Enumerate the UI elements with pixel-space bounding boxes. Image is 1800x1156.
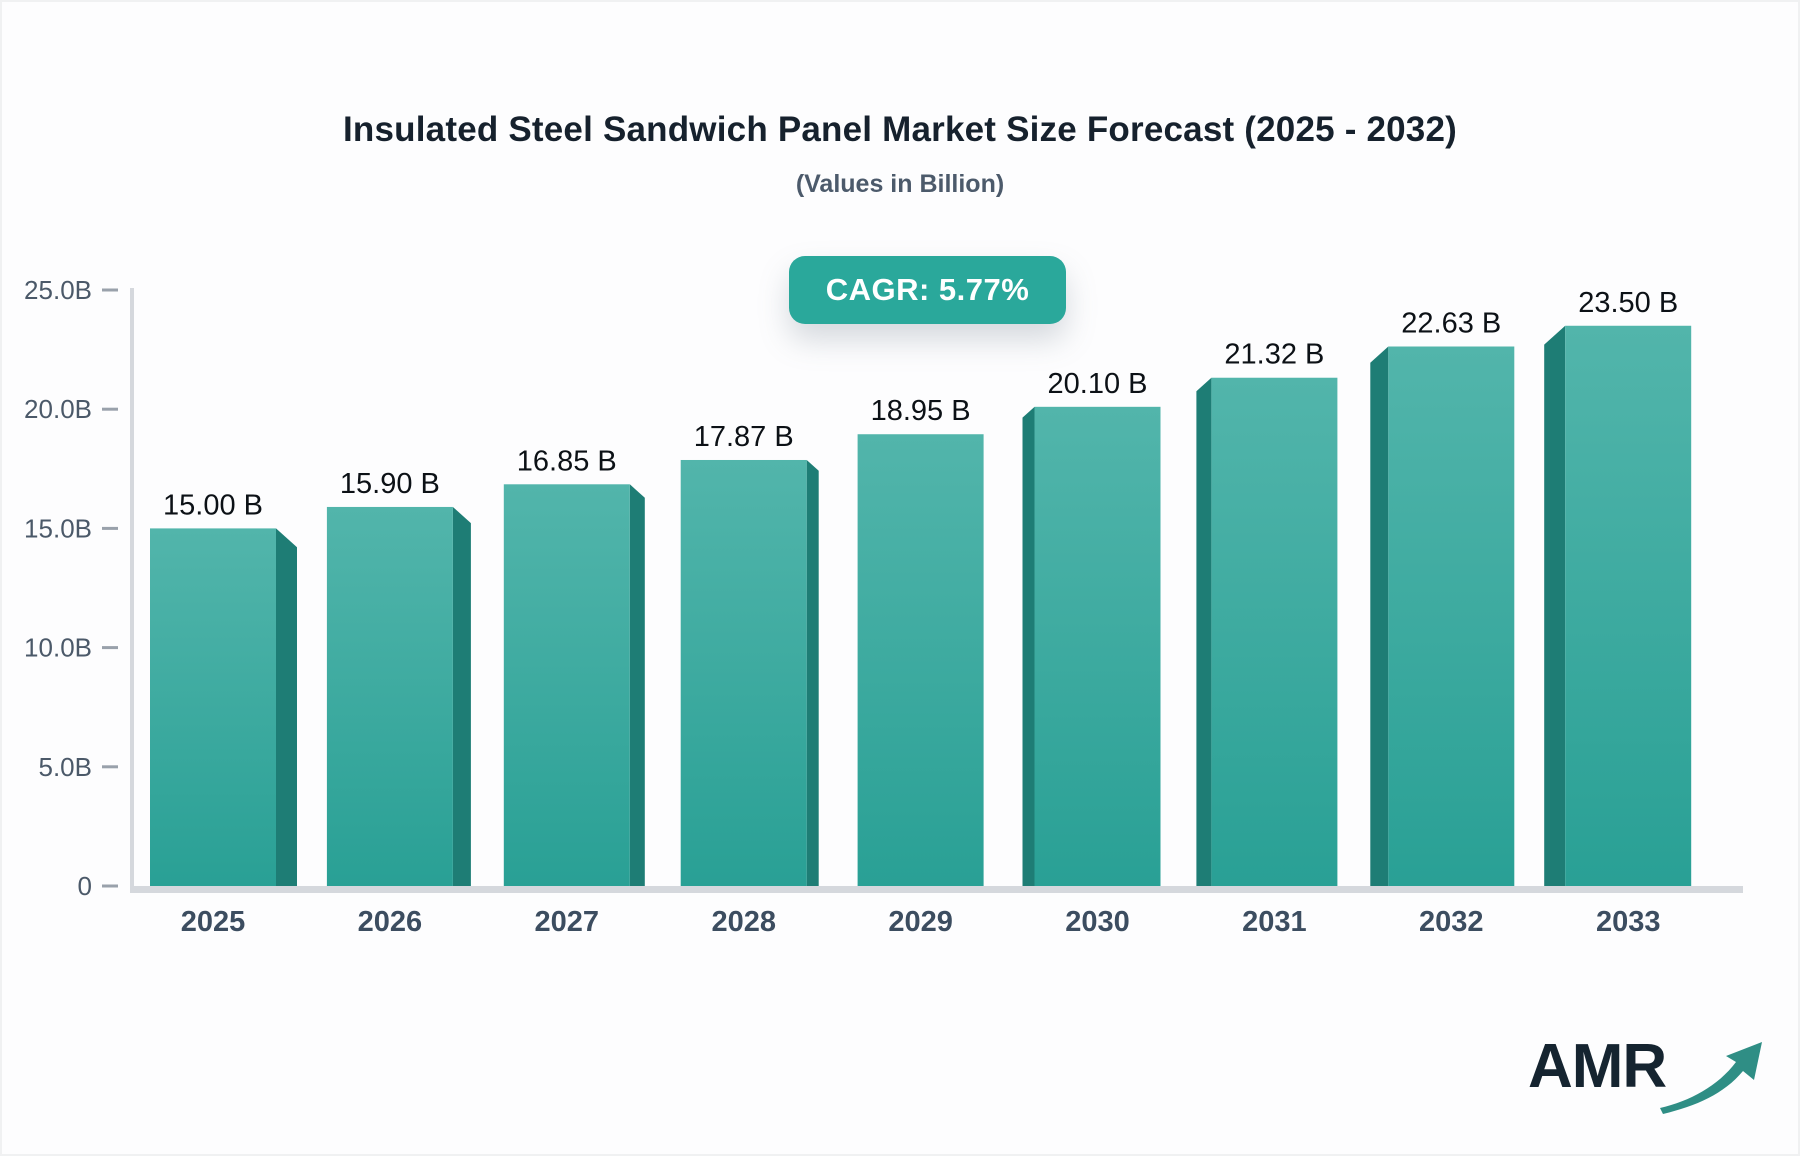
x-axis-line [130, 886, 1743, 893]
y-axis-tick [102, 646, 118, 650]
bar-side-panel [1370, 346, 1389, 886]
x-tick-label: 2025 [181, 906, 246, 938]
y-axis-line [130, 288, 134, 893]
y-axis-tick [102, 884, 118, 888]
y-tick-label: 0 [78, 871, 92, 901]
bar-side-panel [629, 484, 645, 886]
bar [1034, 406, 1161, 886]
cagr-badge: CAGR: 5.77% [789, 256, 1066, 324]
bar [326, 506, 453, 886]
y-tick-label: 10.0B [24, 633, 92, 663]
y-axis-tick [102, 526, 118, 530]
x-tick-label: 2033 [1596, 906, 1661, 938]
bar [503, 484, 630, 886]
page-title: Insulated Steel Sandwich Panel Market Si… [343, 110, 1457, 149]
x-tick-label: 2032 [1419, 906, 1484, 938]
bar-value-label: 22.63 B [1401, 308, 1501, 340]
bar-side-panel [276, 528, 297, 886]
bar [150, 528, 276, 886]
y-axis-tick [102, 407, 118, 411]
bar-value-label: 20.10 B [1048, 368, 1148, 400]
amr-logo-text: AMR [1528, 1032, 1667, 1101]
bar [1565, 325, 1692, 886]
bar-side-panel [452, 506, 471, 886]
bar-value-label: 15.90 B [340, 468, 440, 500]
bar-value-label: 23.50 B [1578, 287, 1678, 319]
x-tick-label: 2028 [711, 906, 776, 938]
y-axis-tick [102, 765, 118, 769]
x-tick-label: 2027 [535, 906, 600, 938]
bar [857, 434, 984, 886]
bar-value-label: 18.95 B [871, 395, 971, 427]
bar [1388, 346, 1515, 886]
x-tick-label: 2031 [1242, 906, 1307, 938]
y-tick-label: 25.0B [24, 275, 92, 305]
bar-side-panel [806, 459, 819, 886]
y-tick-label: 5.0B [39, 752, 93, 782]
bar-value-label: 15.00 B [163, 489, 263, 521]
bar-value-label: 21.32 B [1224, 339, 1324, 371]
cagr-badge-label: CAGR: 5.77% [825, 272, 1030, 307]
x-tick-label: 2026 [358, 906, 423, 938]
bar [680, 459, 807, 886]
amr-logo: AMR [1528, 1036, 1766, 1116]
bar-side-panel [1022, 406, 1035, 886]
bar-side-panel [1544, 325, 1566, 886]
x-tick-label: 2030 [1065, 906, 1130, 938]
chart-subtitle: (Values in Billion) [795, 170, 1005, 198]
y-tick-label: 15.0B [24, 513, 92, 543]
growth-arrow-icon [1660, 1042, 1763, 1114]
bar [1211, 377, 1338, 886]
x-tick-label: 2029 [888, 906, 953, 938]
bar-value-label: 17.87 B [694, 421, 794, 453]
bar-side-panel [1196, 377, 1212, 886]
y-axis-tick [102, 288, 118, 292]
bar-value-label: 16.85 B [517, 445, 617, 477]
y-tick-label: 20.0B [24, 394, 92, 424]
